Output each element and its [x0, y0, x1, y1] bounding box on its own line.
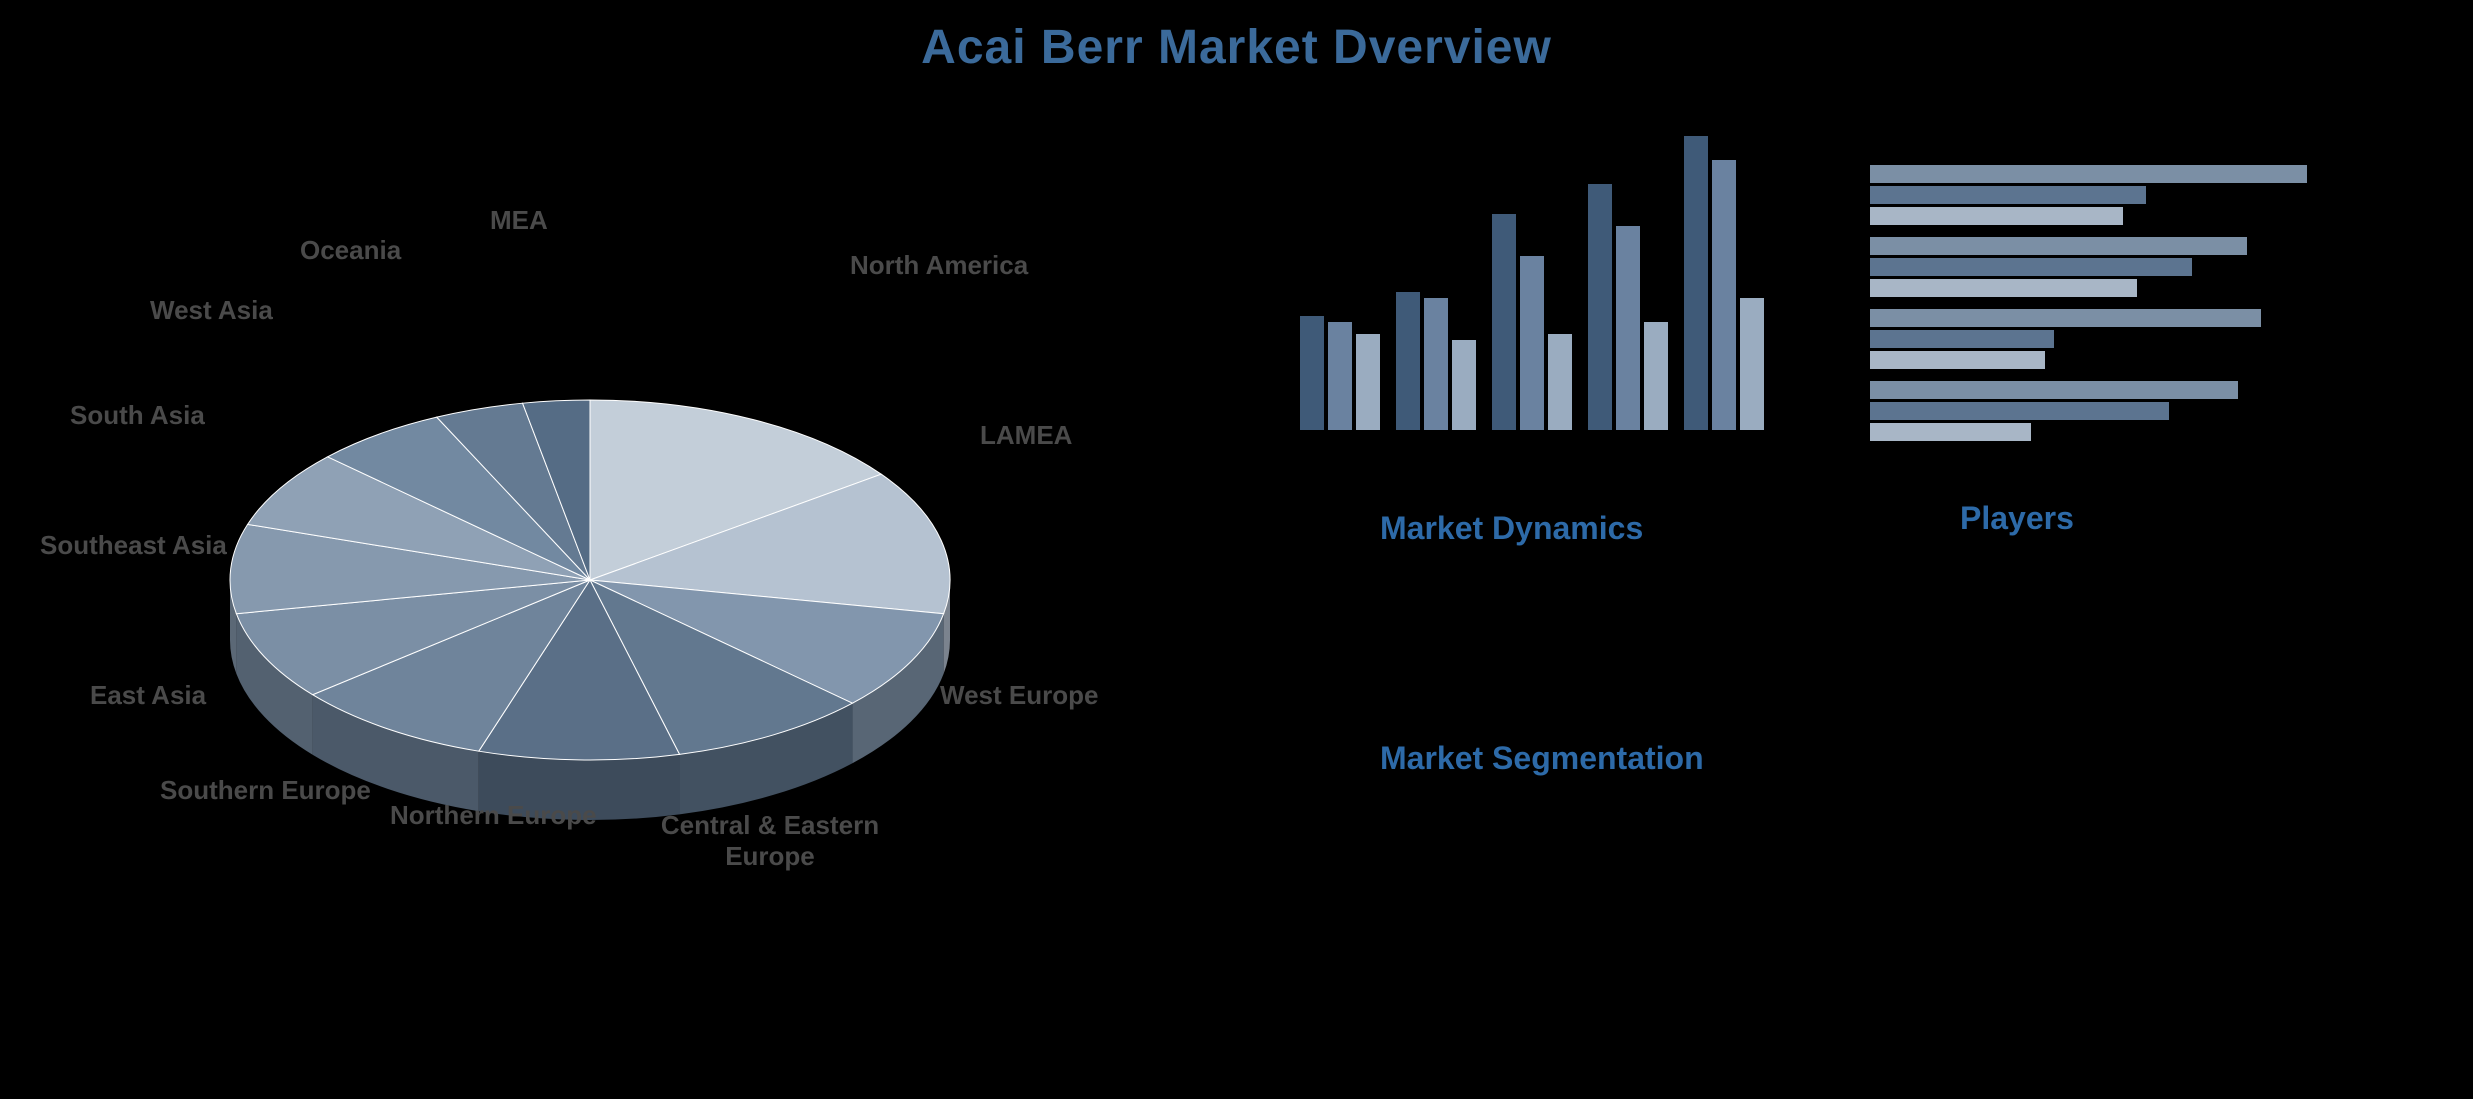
pie-label: LAMEA: [980, 420, 1072, 451]
hbar: [1870, 186, 2146, 204]
bar: [1616, 226, 1640, 430]
pie-label: Central & Eastern Europe: [640, 810, 900, 872]
hbar: [1870, 381, 2238, 399]
bar-group: [1588, 130, 1668, 430]
bar: [1452, 340, 1476, 430]
hbar: [1870, 402, 2169, 420]
market-segmentation-label: Market Segmentation: [1380, 740, 1704, 777]
pie-label: Southeast Asia: [40, 530, 227, 561]
hbar: [1870, 351, 2045, 369]
bar: [1548, 334, 1572, 430]
hbar-group: [1870, 309, 2330, 369]
hbar-chart-region: [1870, 165, 2350, 465]
bar: [1684, 136, 1708, 430]
bar: [1396, 292, 1420, 430]
bar: [1424, 298, 1448, 430]
players-label: Players: [1960, 500, 2074, 537]
bar: [1740, 298, 1764, 430]
pie-label: North America: [850, 250, 1028, 281]
pie-label: Northern Europe: [390, 800, 597, 831]
pie-label: Southern Europe: [160, 775, 371, 806]
pie-chart-region: North America LAMEA West Europe Central & E…: [60, 200, 1160, 1000]
hbar-group: [1870, 237, 2330, 297]
bar-chart-region: [1300, 130, 1780, 430]
page-title: Acai Berr Market Dverview: [921, 20, 1552, 75]
bar: [1588, 184, 1612, 430]
hbar-group: [1870, 165, 2330, 225]
hbar: [1870, 237, 2247, 255]
bar: [1712, 160, 1736, 430]
pie-label: West Asia: [150, 295, 273, 326]
bar-group: [1684, 130, 1764, 430]
market-dynamics-label: Market Dynamics: [1380, 510, 1643, 547]
bar-group: [1300, 130, 1380, 430]
bar-group: [1492, 130, 1572, 430]
hbar: [1870, 258, 2192, 276]
hbar: [1870, 330, 2054, 348]
bar: [1644, 322, 1668, 430]
bar: [1300, 316, 1324, 430]
bar: [1492, 214, 1516, 430]
pie-label: South Asia: [70, 400, 205, 431]
pie-label: Oceania: [300, 235, 401, 266]
bar-group: [1396, 130, 1476, 430]
hbar-group: [1870, 381, 2330, 441]
pie-label: West Europe: [940, 680, 1098, 711]
hbar: [1870, 309, 2261, 327]
hbar: [1870, 207, 2123, 225]
bar: [1328, 322, 1352, 430]
bar: [1356, 334, 1380, 430]
hbar: [1870, 423, 2031, 441]
hbar: [1870, 279, 2137, 297]
bar: [1520, 256, 1544, 430]
hbar: [1870, 165, 2307, 183]
pie-label: MEA: [490, 205, 548, 236]
pie-label: East Asia: [90, 680, 206, 711]
